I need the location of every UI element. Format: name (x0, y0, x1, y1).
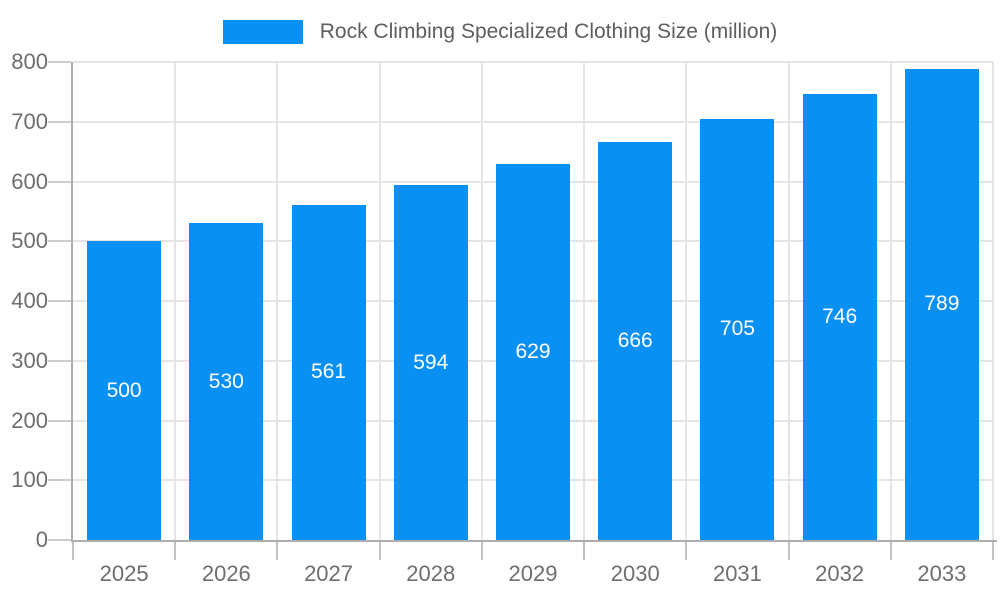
bar-2028[interactable]: 594 (393, 185, 468, 540)
gridline-horizontal (73, 61, 993, 63)
x-axis-tick (174, 542, 177, 560)
bar-value-label: 500 (106, 378, 142, 402)
x-axis-tick (787, 542, 790, 560)
legend-swatch-icon (222, 20, 303, 44)
gridline-vertical (787, 62, 790, 540)
gridline-vertical (480, 62, 483, 540)
gridline-horizontal (73, 120, 993, 123)
bar-value-label: 530 (208, 369, 244, 393)
y-axis-tick-label: 0 (35, 527, 48, 552)
x-axis-tick-label: 2032 (815, 561, 865, 586)
x-axis-tick (992, 542, 994, 560)
y-axis-tick (48, 61, 71, 63)
bar-value-label: 561 (311, 360, 347, 384)
y-axis-tick (48, 479, 71, 482)
gridline-vertical (583, 62, 586, 540)
y-axis-tick-label: 100 (11, 467, 48, 493)
y-axis-tick-label: 500 (11, 228, 48, 254)
x-axis-tick (583, 542, 586, 560)
legend[interactable]: Rock Climbing Specialized Clothing Size … (0, 19, 1000, 45)
x-axis-tick-label: 2033 (917, 561, 967, 586)
bar-value-label: 666 (617, 329, 653, 353)
x-axis-tick (685, 542, 688, 560)
bar-2025[interactable]: 500 (87, 241, 162, 540)
bar-2031[interactable]: 705 (700, 118, 775, 540)
bar-value-label: 629 (515, 340, 551, 364)
bar-2026[interactable]: 530 (189, 223, 264, 540)
legend-label: Rock Climbing Specialized Clothing Size … (319, 20, 778, 43)
y-axis-tick (48, 359, 71, 362)
x-axis-tick (889, 542, 892, 560)
bar-2033[interactable]: 789 (904, 68, 979, 540)
x-axis-tick (276, 542, 279, 560)
y-axis-tick (48, 240, 71, 243)
x-axis-tick-label: 2029 (508, 561, 558, 586)
gridline-vertical (378, 62, 381, 540)
x-axis-tick (72, 542, 74, 560)
y-axis-tick-label: 800 (11, 49, 48, 74)
gridline-vertical (685, 62, 688, 540)
x-axis-tick-label: 2027 (304, 561, 354, 586)
y-axis-tick-label: 600 (11, 168, 48, 194)
bar-2027[interactable]: 561 (291, 204, 366, 540)
gridline-vertical (174, 62, 177, 540)
gridline-vertical (889, 62, 892, 540)
y-axis-tick (48, 180, 71, 183)
y-axis-line (71, 62, 73, 540)
bar-2030[interactable]: 666 (598, 142, 673, 540)
gridline-vertical (992, 62, 994, 540)
y-axis-tick (48, 419, 71, 422)
x-axis-tick-label: 2026 (201, 561, 251, 586)
bar-value-label: 594 (413, 350, 449, 374)
x-axis-tick (378, 542, 381, 560)
y-axis-tick-label: 400 (11, 288, 48, 313)
y-axis-tick-label: 700 (11, 108, 48, 134)
x-axis-tick-label: 2028 (406, 561, 456, 586)
bar-2032[interactable]: 746 (802, 94, 877, 540)
x-axis-tick-label: 2025 (99, 561, 149, 586)
y-axis-tick (48, 539, 71, 541)
x-axis-tick-label: 2030 (610, 561, 660, 586)
gridline-vertical (276, 62, 279, 540)
bar-2029[interactable]: 629 (496, 164, 570, 540)
y-axis-tick (48, 300, 71, 302)
bar-value-label: 746 (822, 305, 858, 329)
bar-value-label: 705 (719, 317, 755, 341)
x-axis-tick (480, 542, 483, 560)
plot-area: 0 100 200 300 400 500 600 700 800 500 2025 530 2026 5… (11, 49, 997, 586)
y-axis-tick-label: 300 (11, 347, 48, 373)
bar-value-label: 789 (924, 292, 960, 316)
x-axis-line (71, 540, 997, 542)
x-axis-tick-label: 2031 (712, 561, 762, 586)
y-axis-tick-label: 200 (11, 407, 48, 433)
y-axis-tick (48, 120, 71, 123)
